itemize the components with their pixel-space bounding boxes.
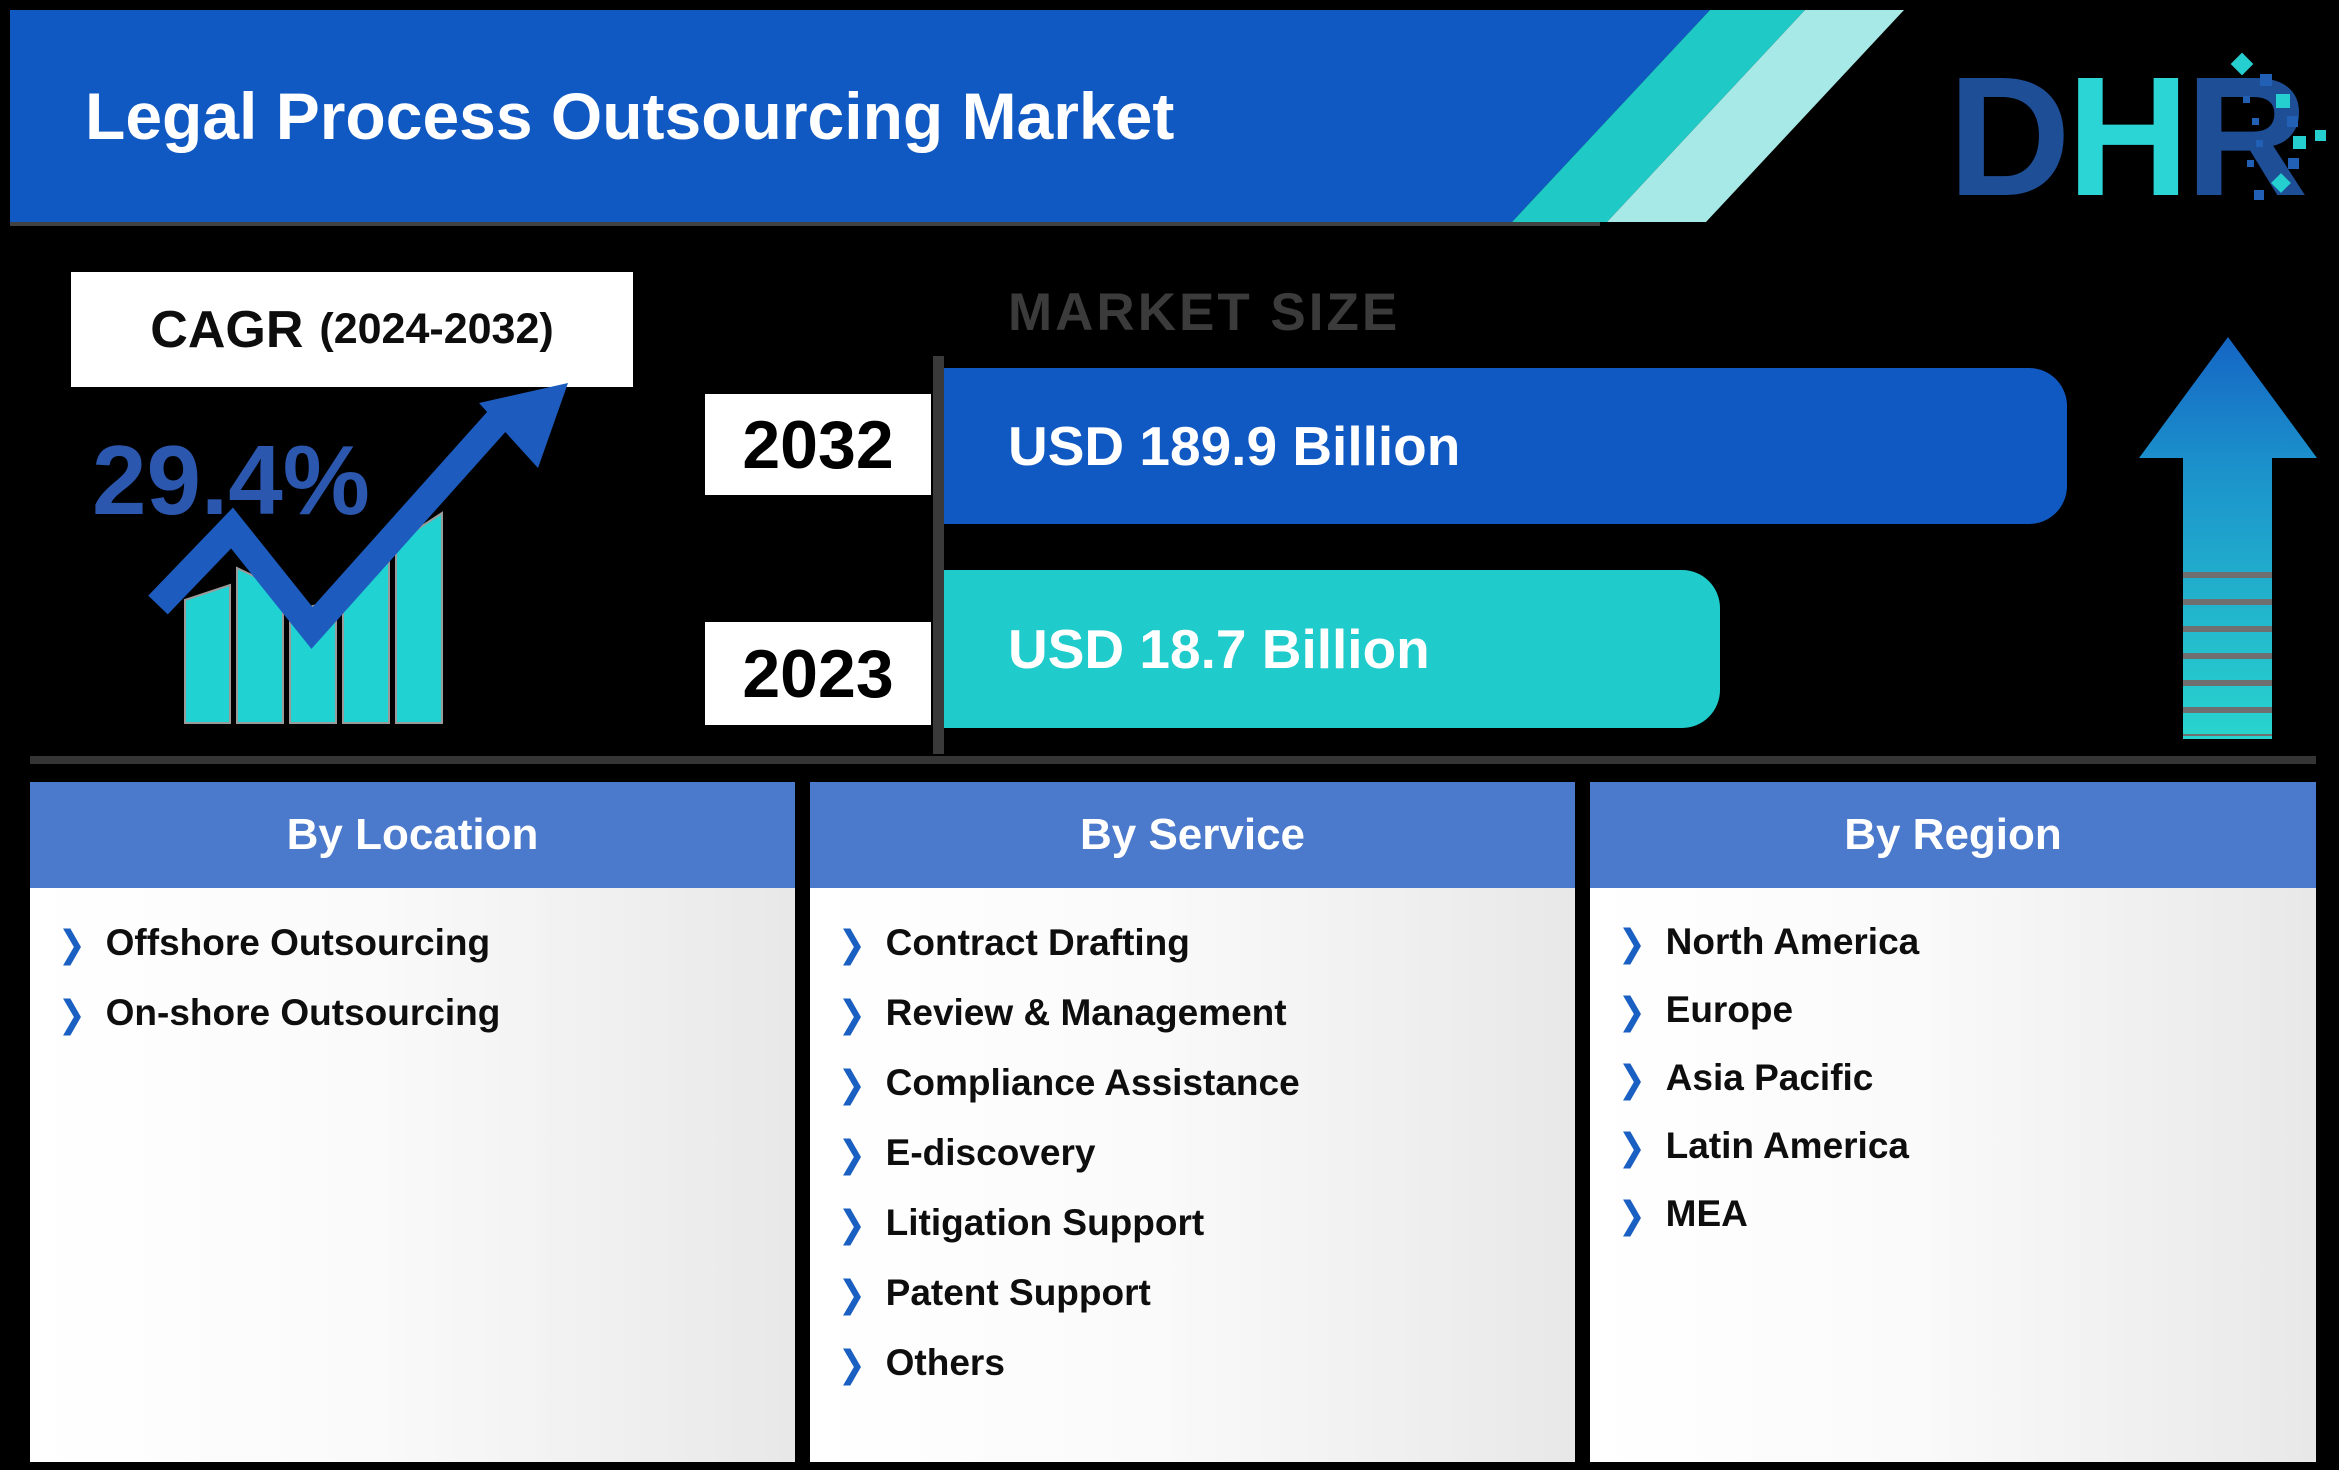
- chevron-icon: ❯: [58, 921, 86, 965]
- cagr-box: CAGR (2024-2032): [71, 272, 633, 387]
- chevron-icon: ❯: [838, 1271, 866, 1315]
- bar-2032: USD 189.9 Billion: [944, 368, 2067, 524]
- list-item: ❯ Europe: [1590, 976, 2316, 1044]
- card-by-service: By Service ❯ Contract Drafting ❯ Review …: [810, 782, 1575, 1462]
- list-item: ❯ MEA: [1590, 1180, 2316, 1248]
- year-label-2023: 2023: [705, 622, 931, 725]
- header-background: [10, 10, 1710, 222]
- list-item-label: Contract Drafting: [885, 922, 1190, 963]
- chevron-icon: ❯: [1618, 1056, 1646, 1100]
- chevron-icon: ❯: [58, 991, 86, 1035]
- chevron-icon: ❯: [838, 1061, 866, 1105]
- year-label-2032: 2032: [705, 394, 931, 495]
- page-title: Legal Process Outsourcing Market: [85, 79, 1175, 153]
- chart-axis-vertical: [933, 356, 944, 754]
- list-item-label: Others: [885, 1342, 1005, 1383]
- logo-letter-h: H: [2066, 42, 2190, 232]
- list-item: ❯ Litigation Support: [810, 1188, 1575, 1258]
- list-item-label: Offshore Outsourcing: [105, 922, 491, 963]
- growth-up-arrow-icon: [2139, 337, 2317, 739]
- chevron-icon: ❯: [1618, 1124, 1646, 1168]
- list-item-label: Compliance Assistance: [885, 1062, 1300, 1103]
- list-item-label: Litigation Support: [885, 1202, 1205, 1243]
- section-divider-line: [30, 756, 2316, 764]
- dhr-logo: D H R: [1948, 42, 2309, 232]
- list-item: ❯ North America: [1590, 908, 2316, 976]
- list-item: ❯ Latin America: [1590, 1112, 2316, 1180]
- card-by-location: By Location ❯ Offshore Outsourcing ❯ On-…: [30, 782, 795, 1462]
- list-item-label: North America: [1665, 921, 1920, 962]
- growth-arrow-head: [2139, 337, 2317, 458]
- bar-2032-value: USD 189.9 Billion: [1008, 415, 1461, 477]
- list-item-label: On-shore Outsourcing: [105, 992, 501, 1033]
- bar-2023-value: USD 18.7 Billion: [1008, 618, 1430, 680]
- trend-chart-illustration: [148, 383, 568, 724]
- list-item-label: Latin America: [1665, 1125, 1909, 1166]
- card-by-region-list: ❯ North America ❯ Europe ❯ Asia Pacific …: [1590, 888, 2316, 1462]
- header-band: Legal Process Outsourcing Market: [10, 10, 2339, 222]
- card-by-region-title: By Region: [1590, 782, 2316, 888]
- list-item-label: Review & Management: [885, 992, 1287, 1033]
- card-by-location-title: By Location: [30, 782, 795, 888]
- header-divider: [10, 222, 1600, 226]
- list-item-label: Europe: [1665, 989, 1794, 1030]
- list-item: ❯ Compliance Assistance: [810, 1048, 1575, 1118]
- bar-2023: USD 18.7 Billion: [944, 570, 1720, 728]
- chevron-icon: ❯: [1618, 988, 1646, 1032]
- chevron-icon: ❯: [838, 991, 866, 1035]
- list-item: ❯ Patent Support: [810, 1258, 1575, 1328]
- list-item-label: Asia Pacific: [1665, 1057, 1874, 1098]
- card-by-service-title: By Service: [810, 782, 1575, 888]
- list-item: ❯ Contract Drafting: [810, 908, 1575, 978]
- zigzag-arrowhead: [479, 383, 568, 468]
- list-item: ❯ On-shore Outsourcing: [30, 978, 795, 1048]
- list-item: ❯ Asia Pacific: [1590, 1044, 2316, 1112]
- list-item-label: E-discovery: [885, 1132, 1096, 1173]
- cagr-label: CAGR: [150, 300, 304, 359]
- list-item: ❯ Review & Management: [810, 978, 1575, 1048]
- logo-letter-d: D: [1948, 42, 2071, 232]
- chevron-icon: ❯: [838, 1201, 866, 1245]
- chevron-icon: ❯: [838, 1131, 866, 1175]
- list-item: ❯ Offshore Outsourcing: [30, 908, 795, 978]
- market-size-heading: MARKET SIZE: [1008, 283, 1401, 342]
- growth-arrow-segments: [2183, 551, 2272, 736]
- chevron-icon: ❯: [1618, 920, 1646, 964]
- card-by-service-list: ❯ Contract Drafting ❯ Review & Managemen…: [810, 888, 1575, 1462]
- list-item: ❯ Others: [810, 1328, 1575, 1398]
- cagr-period: (2024-2032): [319, 305, 554, 353]
- chevron-icon: ❯: [838, 921, 866, 965]
- logo-letter-r: R: [2185, 42, 2309, 232]
- list-item-label: Patent Support: [885, 1272, 1151, 1313]
- card-by-region: By Region ❯ North America ❯ Europe ❯ Asi…: [1590, 782, 2316, 1462]
- chevron-icon: ❯: [1618, 1192, 1646, 1236]
- list-item: ❯ E-discovery: [810, 1118, 1575, 1188]
- list-item-label: MEA: [1665, 1193, 1748, 1234]
- card-by-location-list: ❯ Offshore Outsourcing ❯ On-shore Outsou…: [30, 888, 795, 1462]
- chevron-icon: ❯: [838, 1341, 866, 1385]
